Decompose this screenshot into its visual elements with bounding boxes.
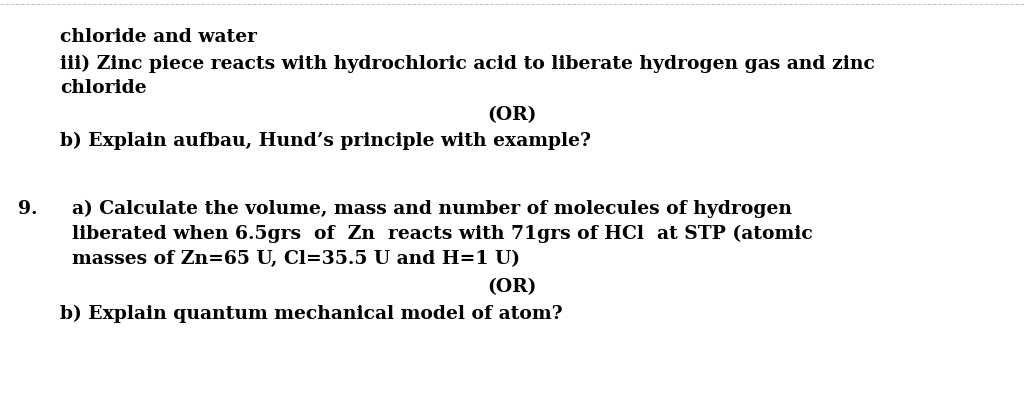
Text: chloride: chloride <box>60 79 146 97</box>
Text: masses of Zn=65 U, Cl=35.5 U and H=1 U): masses of Zn=65 U, Cl=35.5 U and H=1 U) <box>72 250 520 268</box>
Text: a) Calculate the volume, mass and number of molecules of hydrogen: a) Calculate the volume, mass and number… <box>72 200 792 218</box>
Text: chloride and water: chloride and water <box>60 28 257 46</box>
Text: 9.: 9. <box>18 200 38 218</box>
Text: iii) Zinc piece reacts with hydrochloric acid to liberate hydrogen gas and zinc: iii) Zinc piece reacts with hydrochloric… <box>60 55 874 73</box>
Text: liberated when 6.5grs  of  Zn  reacts with 71grs of HCl  at STP (atomic: liberated when 6.5grs of Zn reacts with … <box>72 225 813 243</box>
Text: b) Explain quantum mechanical model of atom?: b) Explain quantum mechanical model of a… <box>60 305 562 323</box>
Text: (OR): (OR) <box>487 278 537 296</box>
Text: (OR): (OR) <box>487 106 537 124</box>
Text: b) Explain aufbau, Hund’s principle with example?: b) Explain aufbau, Hund’s principle with… <box>60 132 591 150</box>
